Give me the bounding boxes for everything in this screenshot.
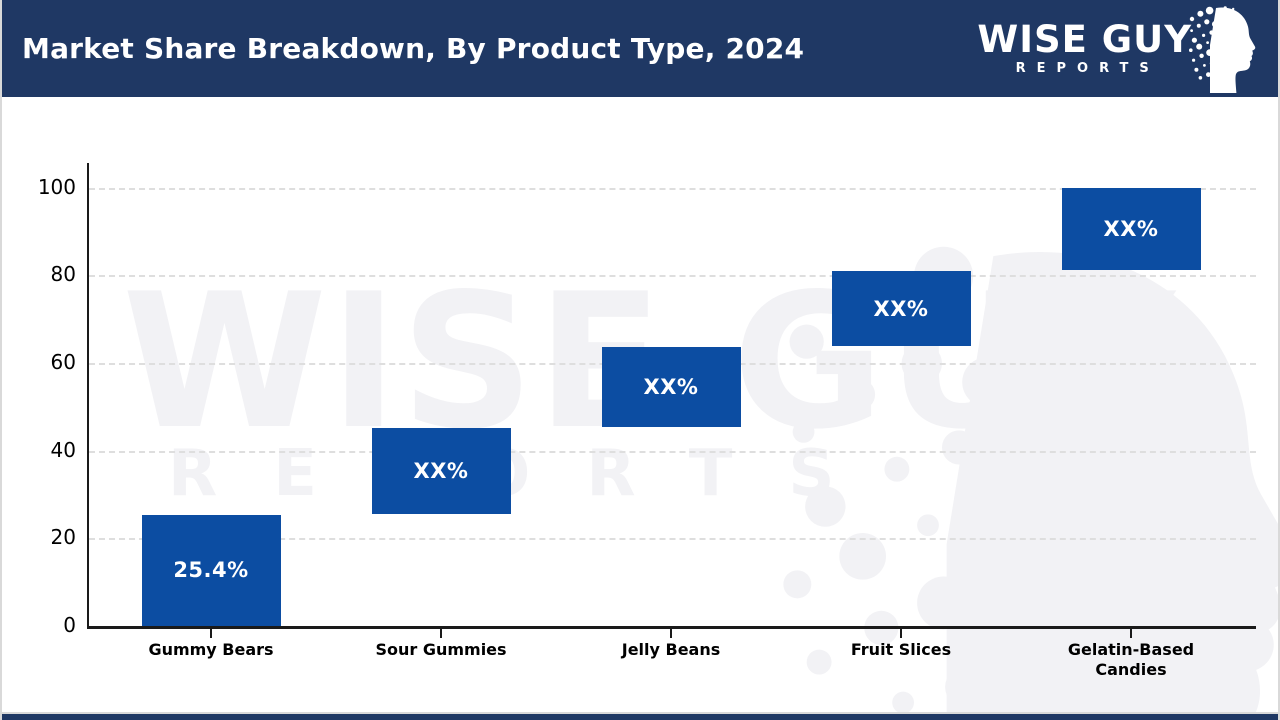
bar-fruit-slices: XX%	[831, 270, 971, 347]
page-title: Market Share Breakdown, By Product Type,…	[22, 32, 805, 65]
x-tick-mark	[1130, 629, 1132, 638]
x-tick-mark	[670, 629, 672, 638]
logo-wordmark: WISE GUY	[977, 18, 1192, 61]
bar-gummy-bears: 25.4%	[141, 514, 281, 626]
bar-sour-gummies: XX%	[371, 427, 511, 514]
y-tick-label-80: 80	[50, 262, 76, 287]
bar-gelatin-based-candies: XX%	[1061, 187, 1201, 270]
footer-divider	[0, 712, 1280, 714]
chart-plot-area: WISE GUY REPORTS 0 20 40 60 80 100 25.4% XX% XX…	[0, 97, 1280, 714]
category-label-5: Gelatin-Based Candies	[1067, 640, 1195, 680]
gridline-20	[89, 538, 1256, 541]
footer-banner	[0, 714, 1280, 720]
y-tick-label-60: 60	[50, 349, 76, 374]
logo-subtitle: REPORTS	[1015, 61, 1160, 76]
gridline-40	[89, 450, 1256, 453]
header-banner: Market Share Breakdown, By Product Type,…	[0, 0, 1280, 97]
bar-value-label: XX%	[413, 458, 469, 483]
bar-value-label: 25.4%	[173, 558, 249, 583]
y-tick-label-40: 40	[50, 437, 76, 462]
category-label-4: Fruit Slices	[850, 640, 952, 659]
logo-text: WISE GUY REPORTS	[977, 21, 1192, 76]
y-tick-label-0: 0	[63, 613, 76, 637]
category-label-2: Sour Gummies	[375, 640, 507, 659]
wise-guy-reports-logo: WISE GUY REPORTS	[977, 5, 1266, 93]
bar-value-label: XX%	[643, 375, 699, 399]
logo-head-icon	[1189, 5, 1256, 93]
category-label-3: Jelly Beans	[621, 640, 721, 659]
y-tick-label-20: 20	[50, 525, 76, 550]
bar-jelly-beans: XX%	[601, 347, 741, 427]
x-tick-mark	[210, 629, 212, 638]
x-axis-spine	[87, 626, 1256, 629]
bar-value-label: XX%	[873, 296, 929, 321]
gridline-100	[89, 187, 1256, 190]
x-tick-mark	[440, 629, 442, 638]
y-tick-label-100: 100	[37, 174, 76, 199]
y-axis-spine	[87, 163, 89, 628]
x-tick-mark	[900, 629, 902, 638]
bar-value-label: XX%	[1103, 216, 1159, 241]
gridline-80	[89, 275, 1256, 278]
category-label-1: Gummy Bears	[148, 640, 274, 659]
